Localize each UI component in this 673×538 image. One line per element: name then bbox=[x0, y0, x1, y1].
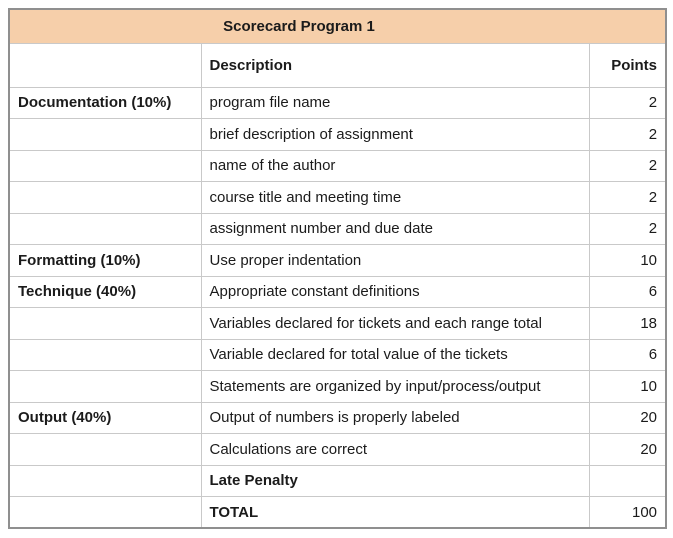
category-cell bbox=[8, 212, 202, 245]
points-cell: 100 bbox=[588, 496, 667, 529]
table-row: brief description of assignment 2 bbox=[8, 118, 667, 151]
points-cell: 20 bbox=[588, 401, 667, 434]
description-cell: Late Penalty bbox=[200, 464, 590, 497]
category-cell bbox=[8, 433, 202, 466]
category-cell bbox=[8, 181, 202, 214]
table-row: TOTAL 100 bbox=[8, 496, 667, 529]
description-cell: program file name bbox=[200, 86, 590, 119]
description-cell: Statements are organized by input/proces… bbox=[200, 370, 590, 403]
points-cell: 2 bbox=[588, 181, 667, 214]
points-cell: 10 bbox=[588, 370, 667, 403]
table-row: course title and meeting time 2 bbox=[8, 181, 667, 214]
description-cell: Output of numbers is properly labeled bbox=[200, 401, 590, 434]
table-row: Variable declared for total value of the… bbox=[8, 338, 667, 371]
description-cell: assignment number and due date bbox=[200, 212, 590, 245]
points-cell: 2 bbox=[588, 149, 667, 182]
points-cell: 2 bbox=[588, 86, 667, 119]
table-row: Output (40%) Output of numbers is proper… bbox=[8, 401, 667, 434]
table-row: Statements are organized by input/proces… bbox=[8, 370, 667, 403]
category-cell: Documentation (10%) bbox=[8, 86, 202, 119]
column-header-points: Points bbox=[588, 42, 667, 88]
category-cell bbox=[8, 464, 202, 497]
column-header-row: Description Points bbox=[8, 42, 667, 88]
points-cell: 20 bbox=[588, 433, 667, 466]
description-cell: name of the author bbox=[200, 149, 590, 182]
category-cell: Formatting (10%) bbox=[8, 244, 202, 277]
category-cell: Output (40%) bbox=[8, 401, 202, 434]
table-row: Formatting (10%) Use proper indentation … bbox=[8, 244, 667, 277]
points-cell: 10 bbox=[588, 244, 667, 277]
category-cell bbox=[8, 370, 202, 403]
table-row: assignment number and due date 2 bbox=[8, 212, 667, 245]
points-cell bbox=[588, 464, 667, 497]
table-row: Calculations are correct 20 bbox=[8, 433, 667, 466]
description-cell: Use proper indentation bbox=[200, 244, 590, 277]
table-row: Variables declared for tickets and each … bbox=[8, 307, 667, 340]
points-cell: 6 bbox=[588, 275, 667, 308]
table-title: Scorecard Program 1 bbox=[8, 8, 667, 44]
description-cell: Calculations are correct bbox=[200, 433, 590, 466]
category-cell bbox=[8, 118, 202, 151]
table-row: Late Penalty bbox=[8, 464, 667, 497]
description-cell: Appropriate constant definitions bbox=[200, 275, 590, 308]
table-row: Technique (40%) Appropriate constant def… bbox=[8, 275, 667, 308]
table-body: Documentation (10%) program file name 2 … bbox=[8, 86, 667, 529]
category-cell bbox=[8, 338, 202, 371]
points-cell: 2 bbox=[588, 118, 667, 151]
description-cell: brief description of assignment bbox=[200, 118, 590, 151]
title-row: Scorecard Program 1 bbox=[8, 8, 667, 44]
description-cell: TOTAL bbox=[200, 496, 590, 529]
category-cell bbox=[8, 307, 202, 340]
points-cell: 6 bbox=[588, 338, 667, 371]
column-header-description: Description bbox=[200, 42, 590, 88]
column-header-category bbox=[8, 42, 202, 88]
description-cell: course title and meeting time bbox=[200, 181, 590, 214]
category-cell bbox=[8, 496, 202, 529]
category-cell bbox=[8, 149, 202, 182]
table-row: name of the author 2 bbox=[8, 149, 667, 182]
table-row: Documentation (10%) program file name 2 bbox=[8, 86, 667, 119]
description-cell: Variables declared for tickets and each … bbox=[200, 307, 590, 340]
scorecard-table: Scorecard Program 1 Description Points D… bbox=[8, 8, 668, 529]
description-cell: Variable declared for total value of the… bbox=[200, 338, 590, 371]
points-cell: 18 bbox=[588, 307, 667, 340]
points-cell: 2 bbox=[588, 212, 667, 245]
category-cell: Technique (40%) bbox=[8, 275, 202, 308]
